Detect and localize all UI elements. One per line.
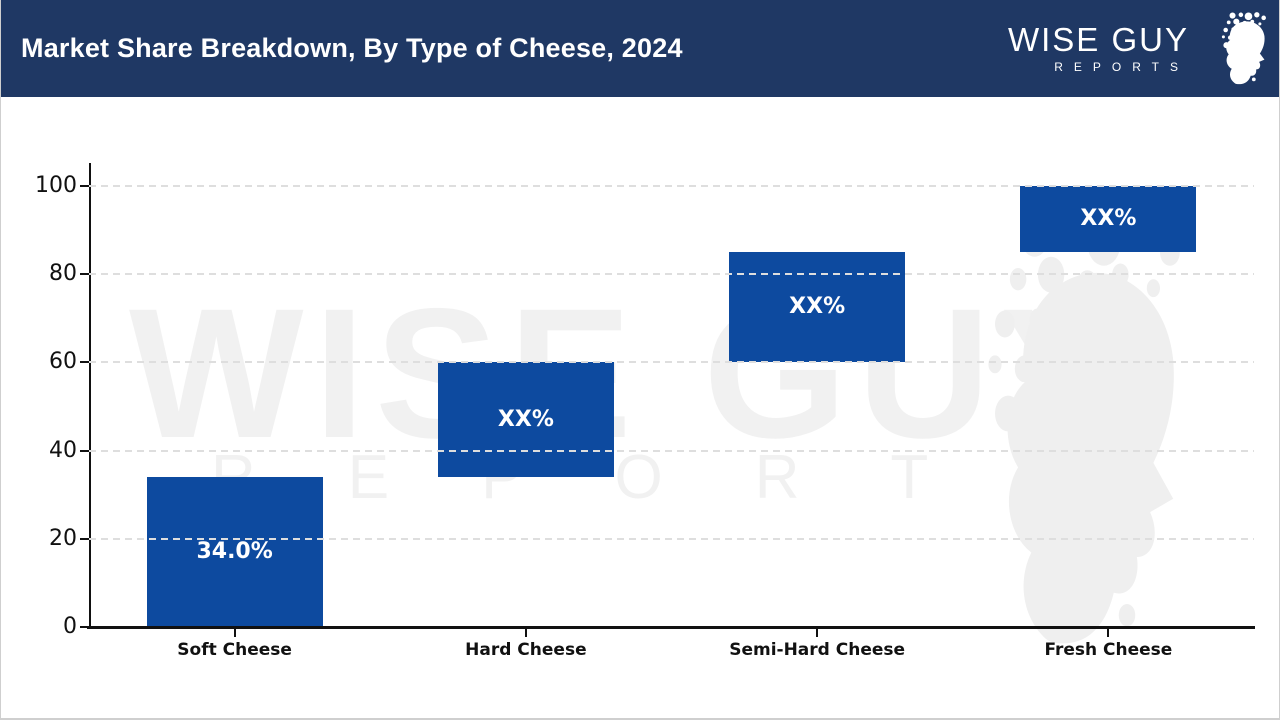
watermark-subtitle: REPORTS [211,443,1154,512]
gridline [89,185,1254,187]
y-tick-label: 0 [63,614,77,639]
y-axis-line [89,163,91,629]
bar-semi-hard-cheese [729,252,906,363]
bar-value-label: 34.0% [196,539,273,565]
bar-soft-cheese [146,477,323,627]
gridline [89,361,1254,364]
gridline [89,273,1254,276]
x-tick-mark [524,629,527,637]
x-tick-mark [233,629,236,637]
header: Market Share Breakdown, By Type of Chees… [1,0,1279,97]
x-axis-label: Semi-Hard Cheese [729,640,906,660]
logo-wordmark: WISE GUY [1007,21,1189,59]
x-axis-label: Soft Cheese [177,640,292,660]
watermark-head-icon [988,218,1180,644]
y-tick-label: 20 [49,525,77,551]
x-axis-label: Hard Cheese [465,640,587,660]
y-tick-mark [80,273,89,276]
y-tick-mark [80,449,89,452]
chart-title: Market Share Breakdown, By Type of Chees… [21,33,683,63]
logo-text: WISE GUY REPORTS [1008,23,1189,74]
x-tick-mark [816,629,819,637]
bar-value-label: XX% [497,406,554,432]
y-tick-mark [80,185,89,187]
gridline [89,537,1254,540]
y-tick-mark [80,626,89,628]
y-tick-label: 40 [49,437,77,463]
y-tick-mark [80,537,89,540]
bar-value-label: XX% [1080,206,1137,232]
x-tick-mark [1107,629,1110,637]
bar-fresh-cheese [1020,186,1197,253]
wiseguy-logo: WISE GUY REPORTS [1008,6,1269,92]
y-tick-label: 80 [49,261,77,287]
y-tick-label: 100 [35,173,77,198]
logo-subtitle: REPORTS [1054,59,1189,74]
y-tick-label: 60 [49,349,77,375]
bar-value-label: XX% [789,294,846,320]
x-axis-label: Fresh Cheese [1044,640,1173,660]
watermark-wordmark: WISE GUY [129,271,1135,477]
x-axis-line [87,626,1255,629]
logo-head-icon [1221,11,1266,84]
bar-hard-cheese [437,362,614,478]
gridline [89,449,1254,452]
y-tick-mark [80,361,89,364]
